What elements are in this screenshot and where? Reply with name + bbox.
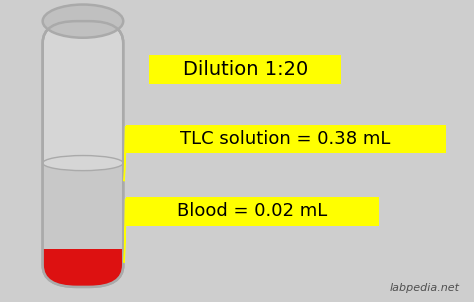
FancyBboxPatch shape: [126, 197, 379, 226]
Polygon shape: [124, 199, 126, 263]
Text: Dilution 1:20: Dilution 1:20: [182, 60, 308, 79]
Text: labpedia.net: labpedia.net: [390, 283, 460, 293]
FancyBboxPatch shape: [43, 21, 123, 287]
Ellipse shape: [43, 156, 123, 171]
Text: TLC solution = 0.38 mL: TLC solution = 0.38 mL: [181, 130, 391, 148]
Bar: [43, 163, 123, 249]
Ellipse shape: [43, 5, 123, 38]
FancyBboxPatch shape: [126, 124, 446, 153]
FancyBboxPatch shape: [149, 55, 341, 84]
FancyBboxPatch shape: [43, 227, 123, 287]
Polygon shape: [124, 126, 126, 181]
Text: Blood = 0.02 mL: Blood = 0.02 mL: [177, 202, 328, 220]
